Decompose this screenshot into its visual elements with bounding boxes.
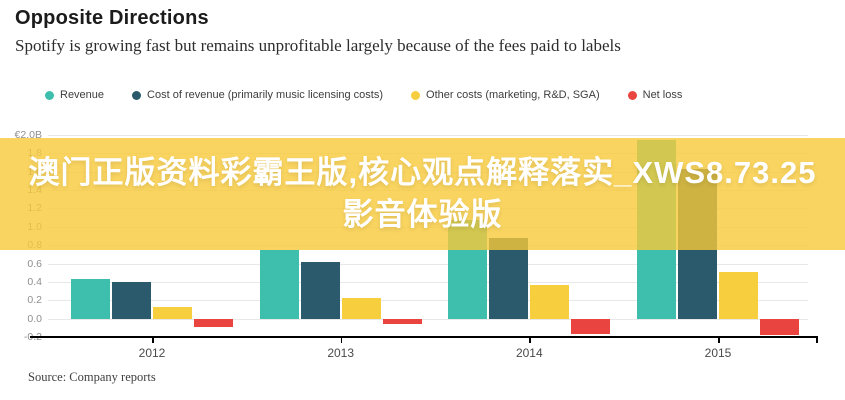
legend-item-other-costs: Other costs (marketing, R&D, SGA) [411,89,600,101]
bar-net-loss-2012 [194,318,233,327]
bar-cost-of-revenue-2012 [112,281,151,319]
bar-net-loss-2015 [760,318,799,336]
source-note: Source: Company reports [28,370,156,384]
bar-revenue-2012 [71,279,110,319]
x-axis-tick [718,338,720,343]
bar-other-costs-2014 [530,284,570,319]
gridline [48,318,808,320]
x-axis-tick-label: 2013 [327,346,355,360]
x-axis-tick-label: 2012 [138,346,166,360]
bar-cost-of-revenue-2013 [300,261,340,319]
bar-other-costs-2013 [341,298,381,319]
legend-item-revenue: Revenue [45,89,104,101]
revenue-legend-dot-icon [45,90,54,100]
bar-revenue-2013 [259,249,299,319]
overlay-text-line2: 影音体验版 [342,197,503,232]
chart-subtitle: Spotify is growing fast but remains unpr… [15,36,621,55]
overlay-text-line1: 澳门正版资料彩霸王版,核心观点解释落实_XWS8.73.25 [28,155,817,190]
y-axis-tick-label: 0.2 [27,294,42,307]
bar-other-costs-2015 [719,271,758,319]
other-costs-legend-dot-icon [411,90,421,100]
chart-legend: Revenue Cost of revenue (primarily music … [45,89,682,101]
legend-label: Net loss [642,89,683,101]
bar-other-costs-2012 [153,306,192,319]
cost-of-revenue-legend-dot-icon [132,90,142,100]
gridline [48,263,808,265]
x-axis-tick [340,338,343,343]
x-axis-tick-label: 2014 [515,346,543,360]
legend-item-net-loss: Net loss [627,89,683,101]
x-axis-end-tick [816,338,818,343]
legend-label: Revenue [60,89,105,101]
page-title: Opposite Directions [15,7,209,29]
gridline [48,281,808,283]
overlay-banner: 澳门正版资料彩霸王版,核心观点解释落实_XWS8.73.25 影音体验版 [0,138,845,250]
x-axis-line [30,336,818,338]
x-axis-tick-label: 2015 [704,346,732,360]
legend-item-cost-of-revenue: Cost of revenue (primarily music licensi… [132,89,383,101]
y-axis-tick-label: 0.6 [27,257,42,270]
y-axis-tick-label: 0.0 [27,312,42,325]
net-loss-legend-dot-icon [627,90,637,100]
legend-label: Cost of revenue (primarily music licensi… [147,89,384,101]
gridline [48,300,808,302]
x-axis-tick [529,338,531,343]
x-axis-tick [152,338,154,343]
y-axis-tick-label: 0.4 [27,275,42,288]
legend-label: Other costs (marketing, R&D, SGA) [426,89,600,101]
bar-net-loss-2013 [382,318,422,325]
bar-net-loss-2014 [571,318,611,335]
bar-cost-of-revenue-2014 [489,237,529,319]
gridline [48,135,808,136]
